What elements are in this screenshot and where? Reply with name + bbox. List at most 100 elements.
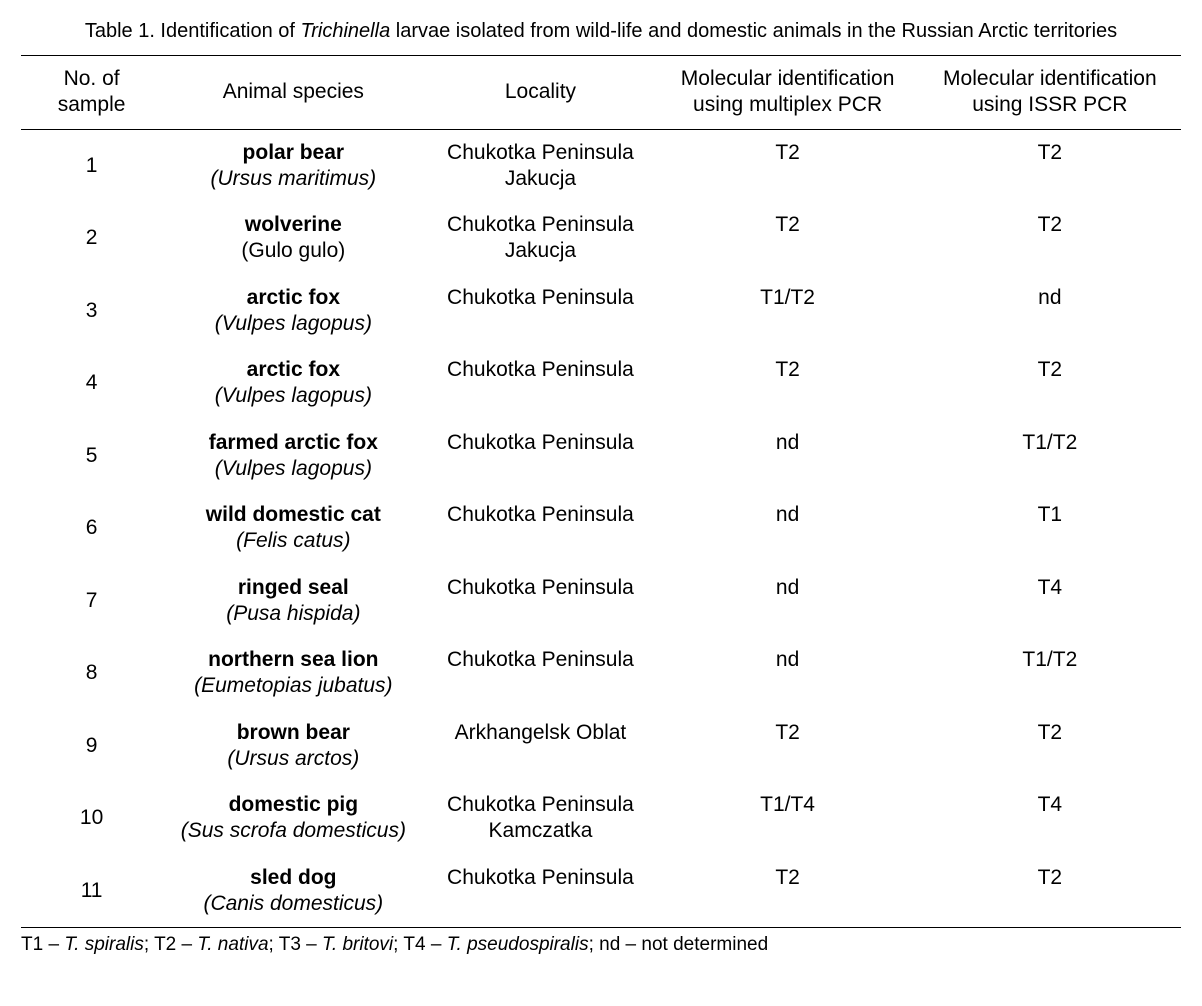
table-row: 9brown bear(Ursus arctos)Arkhangelsk Obl… xyxy=(21,710,1181,783)
species-latin: (Vulpes lagopus) xyxy=(215,384,372,407)
cell-sample-no: 11 xyxy=(21,855,162,928)
species-common: arctic fox xyxy=(247,286,340,309)
species-latin: (Ursus arctos) xyxy=(227,747,359,770)
cell-sample-no: 5 xyxy=(21,420,162,493)
locality-line1: Chukotka Peninsula xyxy=(430,430,650,456)
species-common: sled dog xyxy=(250,866,336,889)
cell-sample-no: 10 xyxy=(21,782,162,855)
footnote-t3-italic: T. britovi xyxy=(322,934,393,955)
table-footnote: T1 – T. spiralis; T2 – T. nativa; T3 – T… xyxy=(21,934,1181,956)
cell-sample-no: 8 xyxy=(21,637,162,710)
footnote-t1-label: T1 – xyxy=(21,934,64,955)
locality-line1: Chukotka Peninsula xyxy=(430,865,650,891)
cell-issr: T2 xyxy=(919,855,1181,928)
table-row: 10 domestic pig (Sus scrofa domesticus) Chu… xyxy=(21,782,1181,855)
cell-species: polar bear(Ursus maritimus) xyxy=(162,129,424,202)
locality-line2: Jakucja xyxy=(430,238,650,264)
cell-issr: T4 xyxy=(919,565,1181,638)
cell-locality: Arkhangelsk Oblat xyxy=(424,710,656,783)
footnote-sep3: ; xyxy=(393,934,403,955)
locality-line1: Arkhangelsk Oblat xyxy=(430,720,650,746)
cell-issr: T1/T2 xyxy=(919,637,1181,710)
cell-mpcr: T1/T4 xyxy=(656,782,918,855)
locality-line1: Chukotka Peninsula xyxy=(430,502,650,528)
cell-sample-no: 1 xyxy=(21,129,162,202)
cell-locality: Chukotka Peninsula xyxy=(424,347,656,420)
species-latin: (Pusa hispida) xyxy=(226,602,360,625)
cell-mpcr: T2 xyxy=(656,710,918,783)
species-latin: (Canis domesticus) xyxy=(203,892,383,915)
species-common: arctic fox xyxy=(247,358,340,381)
cell-issr: T4 xyxy=(919,782,1181,855)
footnote-sep1: ; xyxy=(144,934,154,955)
cell-species: arctic fox (Vulpes lagopus) xyxy=(162,275,424,348)
species-common: domestic pig xyxy=(229,793,359,816)
cell-mpcr: nd xyxy=(656,420,918,493)
table-body: 1polar bear(Ursus maritimus)Chukotka Pen… xyxy=(21,129,1181,928)
footnote-sep2: ; xyxy=(269,934,279,955)
cell-species: domestic pig (Sus scrofa domesticus) xyxy=(162,782,424,855)
locality-line1: Chukotka Peninsula xyxy=(430,285,650,311)
header-mpcr: Molecular identification using multiplex… xyxy=(656,56,918,130)
cell-locality: Chukotka Peninsula xyxy=(424,637,656,710)
cell-issr: T1/T2 xyxy=(919,420,1181,493)
header-issr: Molecular identification using ISSR PCR xyxy=(919,56,1181,130)
species-common: wild domestic cat xyxy=(206,503,381,526)
species-common: wolverine xyxy=(245,213,342,236)
table-row: 1polar bear(Ursus maritimus)Chukotka Pen… xyxy=(21,129,1181,202)
species-common: farmed arctic fox xyxy=(209,431,378,454)
cell-species: wild domestic cat (Felis catus) xyxy=(162,492,424,565)
cell-issr: nd xyxy=(919,275,1181,348)
species-latin: (Sus scrofa domesticus) xyxy=(181,819,406,842)
species-latin: (Vulpes lagopus) xyxy=(215,457,372,480)
footnote-t4-italic: T. pseudospiralis xyxy=(447,934,589,955)
cell-sample-no: 4 xyxy=(21,347,162,420)
cell-locality: Chukotka PeninsulaJakucja xyxy=(424,202,656,275)
species-common: polar bear xyxy=(243,141,345,164)
cell-issr: T2 xyxy=(919,710,1181,783)
cell-mpcr: T2 xyxy=(656,129,918,202)
table-row: 8northern sea lion(Eumetopias jubatus)Ch… xyxy=(21,637,1181,710)
cell-issr: T2 xyxy=(919,202,1181,275)
footnote-nd: nd – not determined xyxy=(599,934,768,955)
header-issr-line2: using ISSR PCR xyxy=(972,93,1127,116)
cell-species: brown bear(Ursus arctos) xyxy=(162,710,424,783)
cell-locality: Chukotka Peninsula xyxy=(424,420,656,493)
cell-mpcr: T2 xyxy=(656,347,918,420)
footnote-t1-italic: T. spiralis xyxy=(64,934,144,955)
species-common: ringed seal xyxy=(238,576,349,599)
table-row: 3arctic fox(Vulpes lagopus)Chukotka Peni… xyxy=(21,275,1181,348)
table-row: 4 arctic fox (Vulpes lagopus) Chukotka Peni… xyxy=(21,347,1181,420)
table-caption: Table 1. Identification of Trichinella l… xyxy=(21,20,1181,43)
locality-line2: Kamczatka xyxy=(430,818,650,844)
cell-issr: T2 xyxy=(919,347,1181,420)
cell-locality: Chukotka Peninsula xyxy=(424,275,656,348)
locality-line1: Chukotka Peninsula xyxy=(430,357,650,383)
locality-line1: Chukotka Peninsula xyxy=(430,140,650,166)
species-latin: (Vulpes lagopus) xyxy=(215,312,372,335)
table-row: 2wolverine(Gulo gulo)Chukotka PeninsulaJ… xyxy=(21,202,1181,275)
header-species: Animal species xyxy=(162,56,424,130)
footnote-t4-label: T4 – xyxy=(403,934,446,955)
cell-locality: Chukotka Peninsula xyxy=(424,565,656,638)
cell-species: northern sea lion(Eumetopias jubatus) xyxy=(162,637,424,710)
locality-line1: Chukotka Peninsula xyxy=(430,792,650,818)
cell-sample-no: 7 xyxy=(21,565,162,638)
footnote-t3-label: T3 – xyxy=(279,934,322,955)
cell-species: farmed arctic fox (Vulpes lagopus) xyxy=(162,420,424,493)
header-mpcr-line1: Molecular identification xyxy=(681,67,895,90)
cell-issr: T1 xyxy=(919,492,1181,565)
cell-locality: Chukotka PeninsulaJakucja xyxy=(424,129,656,202)
footnote-sep4: ; xyxy=(589,934,600,955)
cell-locality: Chukotka PeninsulaKamczatka xyxy=(424,782,656,855)
table-row: 5 farmed arctic fox (Vulpes lagopus) Chukot… xyxy=(21,420,1181,493)
table-container: Table 1. Identification of Trichinella l… xyxy=(21,20,1181,956)
header-row: No. of sample Animal species Locality Mo… xyxy=(21,56,1181,130)
cell-species: arctic fox (Vulpes lagopus) xyxy=(162,347,424,420)
locality-line1: Chukotka Peninsula xyxy=(430,575,650,601)
locality-line1: Chukotka Peninsula xyxy=(430,647,650,673)
cell-species: sled dog (Canis domesticus) xyxy=(162,855,424,928)
cell-issr: T2 xyxy=(919,129,1181,202)
cell-mpcr: T1/T2 xyxy=(656,275,918,348)
species-latin: (Felis catus) xyxy=(236,529,350,552)
